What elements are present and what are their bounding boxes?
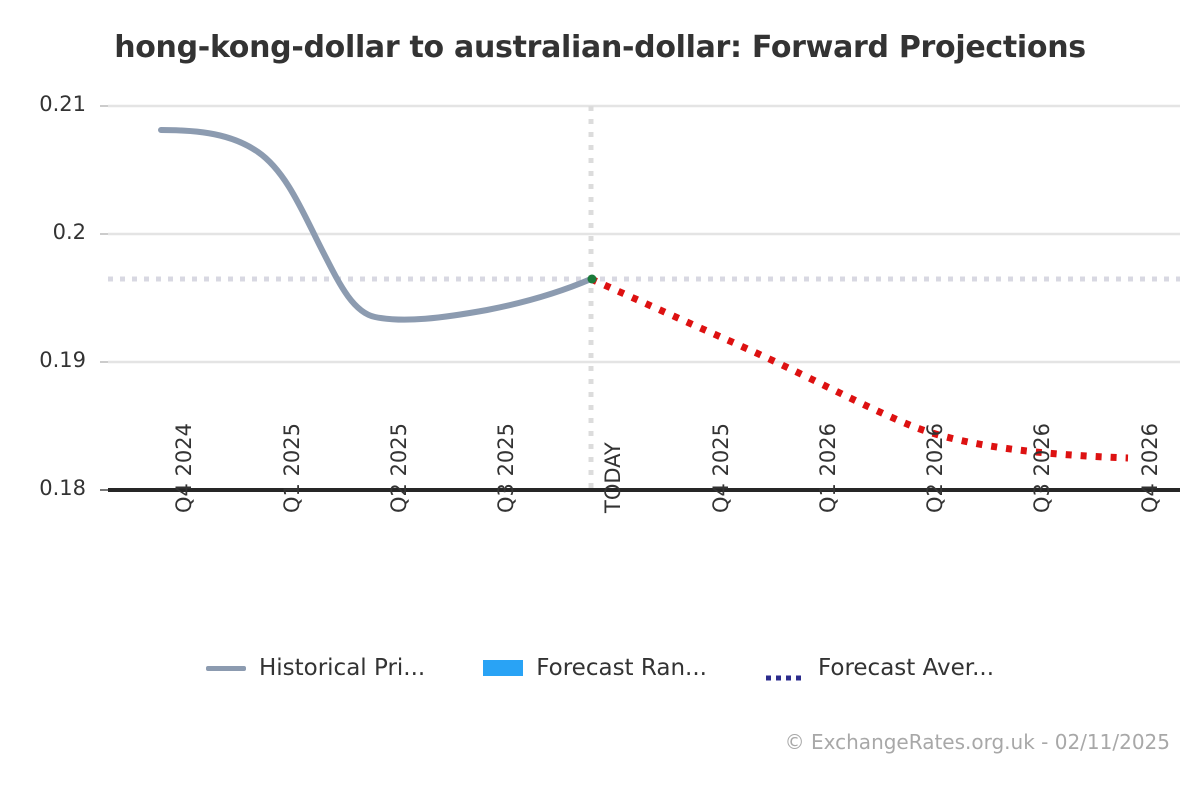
- xtick-label-q4-2026: Q4 2026: [1138, 422, 1162, 513]
- xtick-label-q4-2024: Q4 2024: [172, 422, 196, 513]
- xtick-label-q1-2026: Q1 2026: [816, 422, 840, 513]
- box-swatch-blue-icon: [483, 660, 524, 676]
- legend-label-historical-price: Historical Pri...: [258, 655, 426, 681]
- y-axis-ticks: [100, 105, 108, 491]
- legend-item-historical-price[interactable]: Historical Pri...: [205, 655, 426, 681]
- footer-credit: © ExchangeRates.org.uk - 02/11/2025: [784, 730, 1170, 754]
- xtick-label-today: TODAY: [601, 442, 625, 513]
- xtick-label-q2-2025: Q2 2025: [387, 422, 411, 513]
- legend-item-forecast-average[interactable]: Forecast Aver...: [765, 655, 994, 681]
- chart-legend: Historical Pri... Forecast Ran... Foreca…: [0, 655, 1200, 681]
- ytick-label-020: 0.2: [52, 220, 86, 244]
- series-forecast-average-line: [589, 275, 1129, 462]
- xtick-label-q3-2025: Q3 2025: [494, 422, 518, 513]
- xtick-label-q1-2025: Q1 2025: [280, 422, 304, 513]
- xtick-label-q3-2026: Q3 2026: [1030, 422, 1054, 513]
- xtick-label-q4-2025: Q4 2025: [709, 422, 733, 513]
- gridlines: [108, 104, 1180, 364]
- dotted-swatch-navy-icon: [765, 666, 805, 680]
- junction-marker-icon: [587, 274, 597, 284]
- ytick-label-019: 0.19: [39, 348, 86, 372]
- series-historical-price-line: [158, 127, 594, 323]
- xtick-label-q2-2026: Q2 2026: [923, 422, 947, 513]
- legend-item-forecast-range[interactable]: Forecast Ran...: [483, 655, 707, 681]
- ytick-label-018: 0.18: [39, 476, 86, 500]
- line-swatch-gray-icon: [205, 665, 246, 671]
- legend-label-forecast-average: Forecast Aver...: [817, 655, 995, 681]
- page-title: hong-kong-dollar to australian-dollar: F…: [114, 30, 1086, 65]
- legend-label-forecast-range: Forecast Ran...: [536, 655, 707, 681]
- ytick-label-021: 0.21: [39, 92, 86, 116]
